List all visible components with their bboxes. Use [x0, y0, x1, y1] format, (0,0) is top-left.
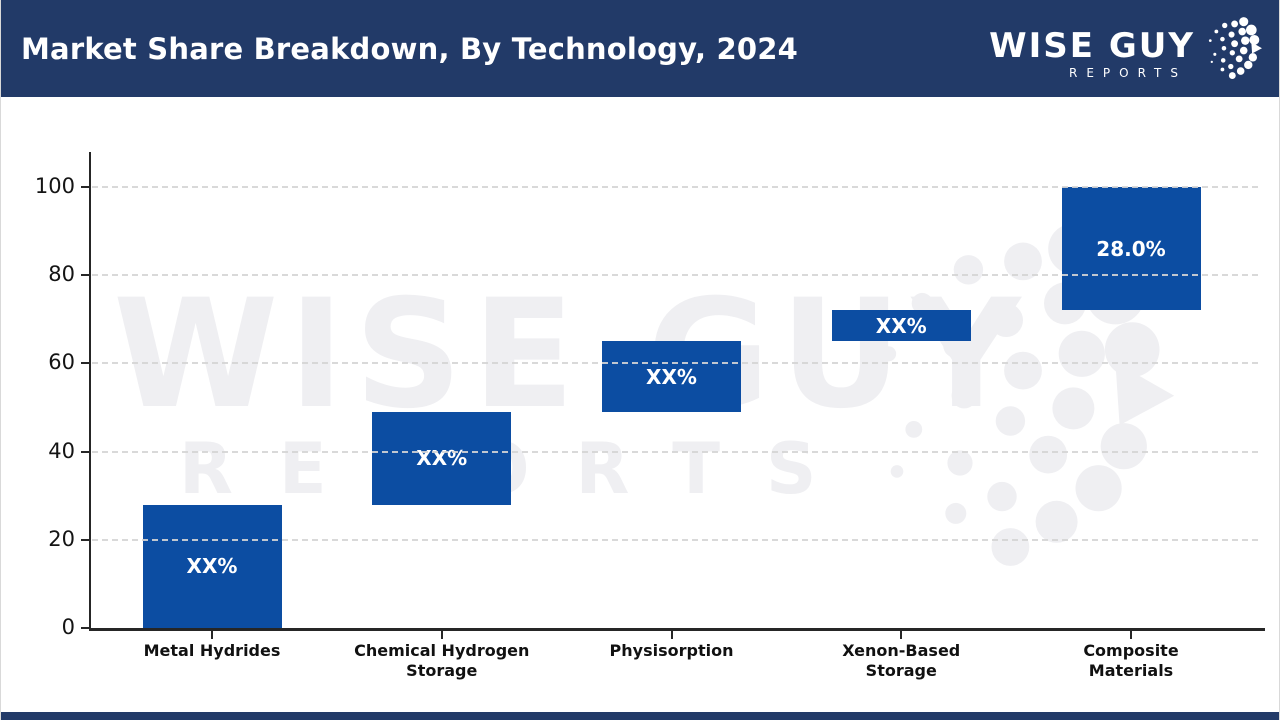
x-axis-line	[89, 628, 1265, 631]
x-tick-label-composite-materials: Composite Materials	[1083, 641, 1179, 680]
bar-composite-materials: 28.0%	[1061, 187, 1201, 311]
bar-value-label-chemical-hydrogen-storage: XX%	[416, 446, 468, 471]
y-tickmark-40	[81, 450, 91, 453]
y-axis-line	[89, 152, 91, 631]
x-tick-label-xenon-based-storage: Xenon-Based Storage	[842, 641, 961, 680]
y-tickmark-60	[81, 362, 91, 365]
x-tickmark-physisorption	[670, 631, 673, 639]
bar-value-label-physisorption: XX%	[646, 364, 697, 389]
gridline-100	[92, 186, 1258, 188]
bar-value-label-metal-hydrides: XX%	[186, 554, 238, 579]
bar-value-label-xenon-based-storage: XX%	[875, 313, 927, 338]
y-tick-label-60: 60	[48, 350, 75, 375]
brand-logo: WISE GUY REPORTS	[989, 6, 1265, 91]
gridline-80	[92, 274, 1258, 277]
y-tick-label-80: 80	[48, 262, 75, 287]
bar-chemical-hydrogen-storage: XX%	[372, 411, 512, 505]
y-tickmark-0	[81, 627, 91, 629]
gridline-40	[92, 450, 1258, 453]
watermark-text: WISE GUY	[113, 268, 1031, 442]
brand-subtitle: REPORTS	[1068, 66, 1187, 80]
y-tick-label-0: 0	[61, 615, 75, 639]
gridline-60	[92, 362, 1258, 365]
header-banner: Market Share Breakdown, By Technology, 2…	[1, 0, 1279, 97]
y-tickmark-20	[81, 538, 91, 541]
bar-metal-hydrides: XX%	[142, 504, 282, 628]
y-tickmark-80	[81, 274, 91, 277]
x-tickmark-xenon-based-storage	[900, 631, 903, 639]
footer-bar	[1, 712, 1279, 720]
x-tickmark-composite-materials	[1130, 631, 1132, 639]
bar-physisorption: XX%	[602, 341, 741, 412]
brand-name: WISE GUY	[989, 26, 1195, 66]
y-tickmark-100	[81, 186, 91, 188]
chart-title: Market Share Breakdown, By Technology, 2…	[21, 31, 799, 66]
x-tick-label-chemical-hydrogen-storage: Chemical Hydrogen Storage	[354, 641, 530, 680]
x-tickmark-chemical-hydrogen-storage	[440, 631, 443, 639]
watermark-text-sub: REPORTS	[179, 428, 863, 510]
y-tick-label-20: 20	[48, 526, 75, 551]
x-tick-label-physisorption: Physisorption	[609, 641, 734, 660]
gridline-20	[92, 538, 1258, 541]
x-tickmark-metal-hydrides	[211, 631, 213, 639]
y-tick-label-40: 40	[48, 438, 75, 463]
brand-head-icon	[1208, 17, 1262, 80]
y-tick-label-100: 100	[34, 174, 75, 198]
bar-value-label-composite-materials: 28.0%	[1096, 236, 1166, 261]
bar-xenon-based-storage: XX%	[831, 310, 971, 342]
x-tick-label-metal-hydrides: Metal Hydrides	[143, 641, 281, 660]
